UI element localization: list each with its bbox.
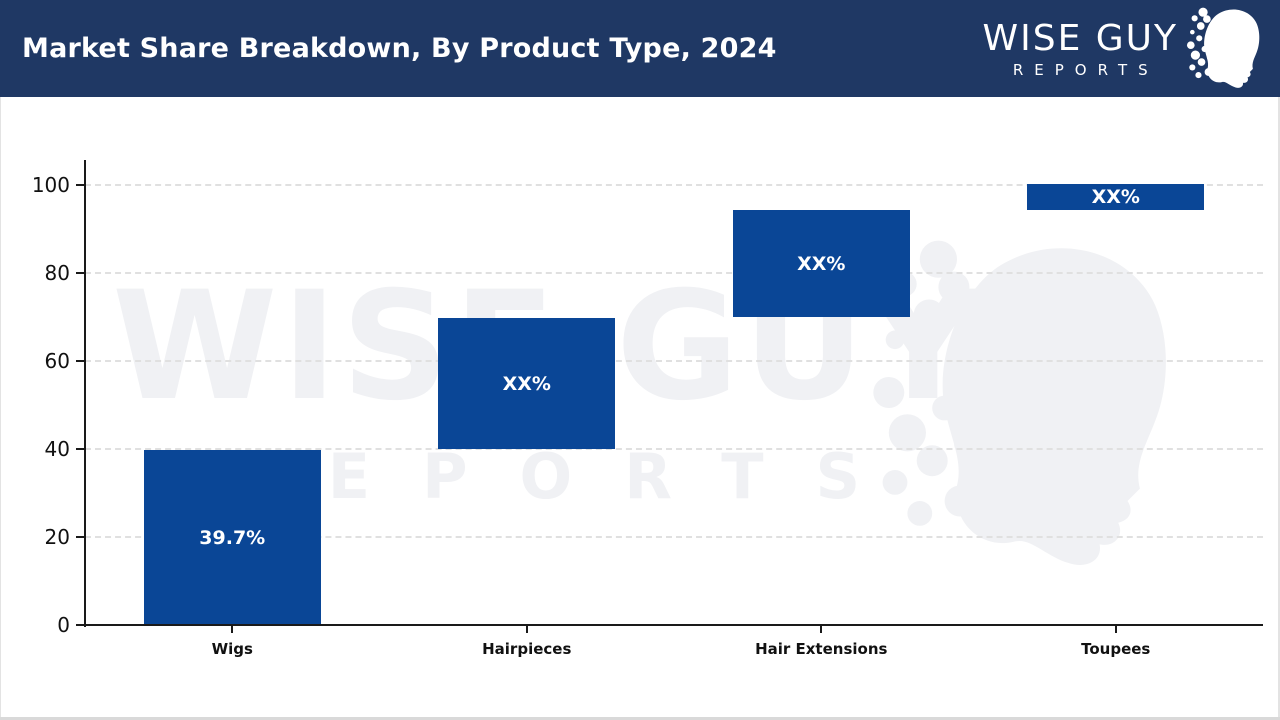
y-tick-mark (76, 536, 84, 538)
right-edge-border (1278, 97, 1280, 720)
x-category-label: Wigs (211, 640, 253, 658)
x-tick-mark (820, 626, 823, 633)
bar-value-label: XX% (502, 372, 551, 395)
gridline-20 (85, 536, 1263, 538)
brand-name: WISE GUY (982, 17, 1178, 59)
x-axis-line (84, 624, 1263, 626)
y-tick-mark (76, 448, 84, 450)
brand-face-icon (1186, 7, 1260, 88)
left-edge-border (0, 97, 1, 720)
gridline-80 (85, 272, 1263, 274)
x-tick-mark (231, 626, 234, 633)
bar-toupees (1027, 184, 1205, 211)
y-tick-label: 100 (31, 173, 70, 197)
bar-value-label: XX% (1091, 186, 1140, 209)
bar-value-label: XX% (797, 252, 846, 275)
x-category-label: Hairpieces (482, 640, 572, 658)
y-tick-mark (76, 360, 84, 362)
x-tick-mark (525, 626, 528, 633)
bar-value-label: 39.7% (199, 526, 266, 549)
y-tick-label: 0 (57, 613, 70, 637)
y-tick-label: 80 (44, 261, 70, 285)
y-tick-mark (76, 624, 84, 626)
brand-logo: WISE GUY REPORTS (983, 0, 1267, 97)
x-category-label: Hair Extensions (755, 640, 888, 658)
y-tick-label: 60 (44, 349, 70, 373)
gridline-40 (85, 448, 1263, 450)
y-tick-mark (76, 184, 84, 186)
chart-title: Market Share Breakdown, By Product Type,… (22, 33, 777, 64)
x-category-label: Toupees (1081, 640, 1151, 658)
gridline-60 (85, 360, 1263, 362)
x-tick-mark (1114, 626, 1117, 633)
y-axis-line (84, 160, 86, 627)
y-tick-mark (76, 272, 84, 274)
y-tick-label: 40 (44, 437, 70, 461)
header: Market Share Breakdown, By Product Type,… (0, 0, 1280, 97)
gridline-100 (85, 184, 1263, 186)
bar-wigs (143, 450, 321, 625)
bar-hairpieces (438, 317, 616, 450)
brand-subtitle: REPORTS (1012, 60, 1159, 79)
bar-hair-extensions (732, 210, 910, 318)
footer-divider (0, 717, 1280, 720)
brand-logo-text: WISE GUY REPORTS (982, 17, 1179, 79)
y-tick-label: 20 (44, 525, 70, 549)
